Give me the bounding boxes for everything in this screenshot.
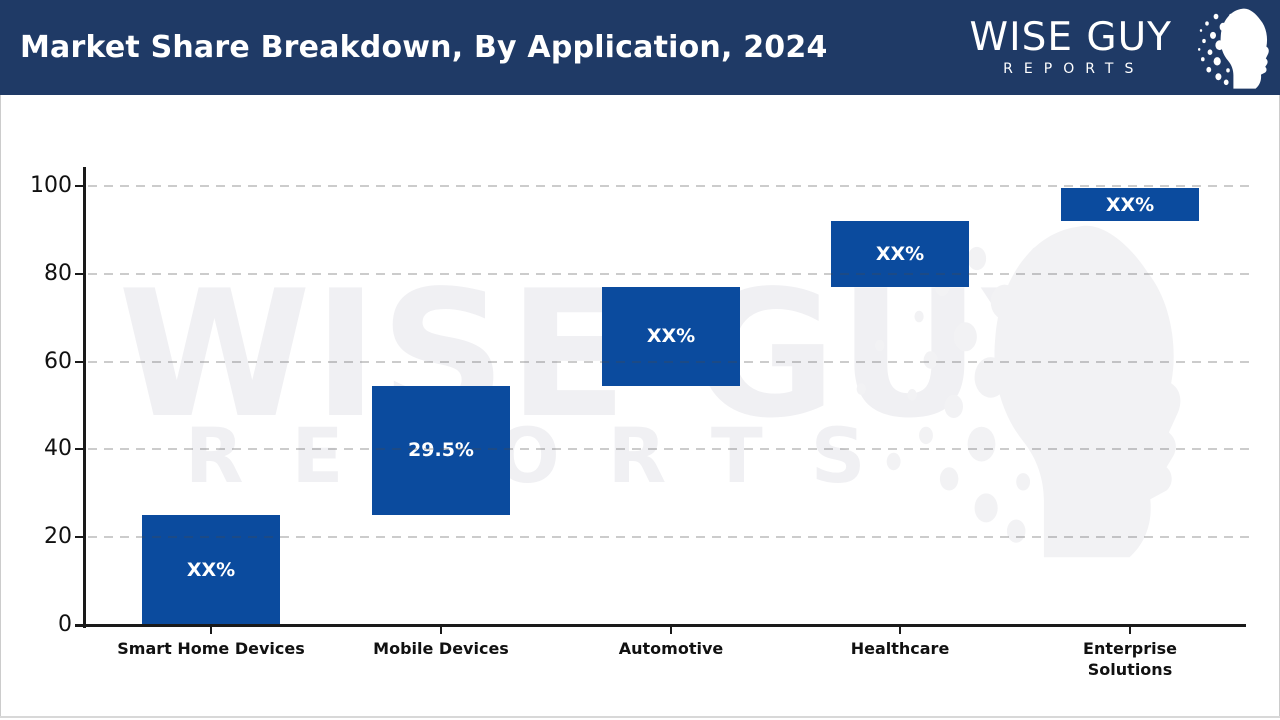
gridline [88, 272, 1253, 275]
y-axis-tick-label: 100 [30, 173, 72, 198]
y-axis-tick [75, 272, 84, 275]
bar: XX% [602, 286, 740, 386]
y-axis-tick [75, 624, 84, 626]
gridline [88, 185, 1253, 187]
x-axis-category-label: Automotive [618, 639, 724, 658]
bar-value-label: 29.5% [408, 439, 474, 462]
gridline [88, 448, 1253, 451]
x-axis-line [75, 624, 1246, 627]
left-border-line [0, 95, 1, 717]
x-axis-category-label: Healthcare [850, 639, 950, 658]
x-axis-tick [1129, 627, 1131, 634]
x-axis-category-label: Enterprise Solutions [1083, 639, 1177, 679]
y-axis-line [83, 167, 86, 628]
bar-value-label: XX% [1105, 193, 1155, 216]
x-axis-category-label: Mobile Devices [373, 639, 509, 658]
watermark-face-icon [856, 225, 1181, 558]
wiseguy-logo-text: WISE GUY REPORTS [970, 18, 1172, 77]
bar-value-label: XX% [646, 325, 696, 348]
header: Market Share Breakdown, By Application, … [0, 0, 1280, 95]
y-axis-tick-label: 0 [58, 612, 72, 637]
bar-value-label: XX% [186, 559, 236, 582]
gridline [88, 536, 1253, 539]
x-axis-tick [440, 627, 442, 634]
y-axis-tick-label: 60 [44, 348, 72, 374]
logo-reports-label: REPORTS [1003, 61, 1145, 77]
bar: XX% [142, 515, 280, 625]
wiseguy-face-icon [1198, 8, 1269, 89]
bar: XX% [1061, 188, 1199, 222]
bottom-border-line [0, 716, 1280, 718]
bar-value-label: XX% [875, 243, 925, 266]
watermark-reports-text: REPORTS [185, 411, 914, 500]
y-axis-tick-label: 80 [44, 260, 72, 286]
y-axis-tick-label: 20 [44, 524, 72, 550]
page-title: Market Share Breakdown, By Application, … [20, 30, 828, 65]
bar: 29.5% [372, 385, 510, 516]
x-axis-tick [899, 627, 901, 634]
gridline [88, 360, 1253, 363]
y-axis-tick [75, 185, 84, 187]
x-axis-tick [210, 627, 212, 634]
bar: XX% [831, 221, 969, 287]
x-axis-category-label: Smart Home Devices [117, 639, 305, 658]
y-axis-tick [75, 448, 84, 451]
y-axis-tick [75, 360, 84, 363]
logo-wordmark: WISE GUY [969, 15, 1172, 60]
y-axis-tick [75, 536, 84, 539]
y-axis-tick-label: 40 [44, 436, 72, 462]
wiseguy-logo: WISE GUY REPORTS [970, 0, 1280, 95]
x-axis-tick [670, 627, 672, 634]
